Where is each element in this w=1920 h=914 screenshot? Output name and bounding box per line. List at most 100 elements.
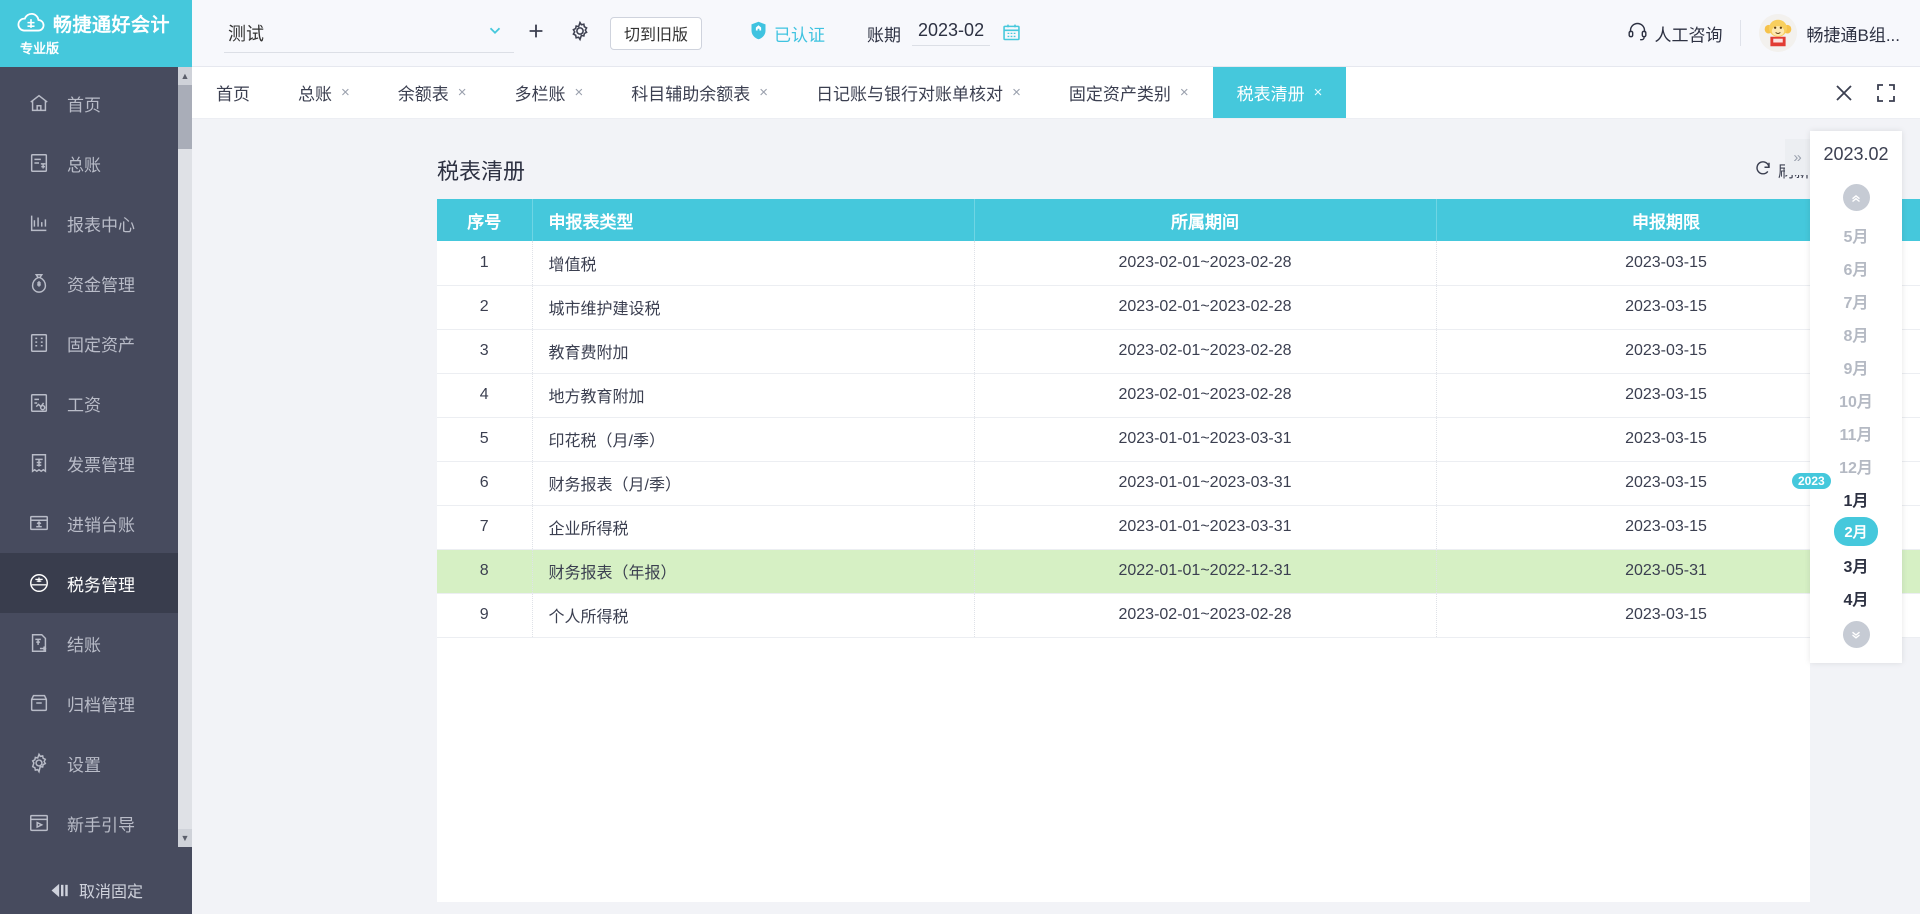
user-menu[interactable]: 畅捷通B组...: [1741, 14, 1900, 52]
tab-label: 税表清册: [1236, 85, 1305, 104]
sidebar-item-tax-management[interactable]: 税务管理: [0, 553, 192, 613]
sidebar-item-label: 归档管理: [67, 695, 135, 715]
table-header-row: 序号 申报表类型 所属期间 申报期限 操作: [437, 199, 1920, 241]
table-row[interactable]: 5 印花税（月/季） 2023-01-01~2023-03-31 2023-03…: [437, 417, 1920, 462]
month-item-2[interactable]: 2月: [1810, 515, 1902, 548]
sidebar: 畅捷通好会计 专业版 首页 总账: [0, 0, 192, 914]
tab-label: 科目辅助余额表: [631, 85, 751, 104]
home-icon: [28, 92, 50, 114]
sidebar-item-beginner-guide[interactable]: 新手引导: [0, 793, 192, 853]
cell-form-type: 增值税: [532, 241, 975, 286]
close-icon[interactable]: ×: [759, 84, 769, 101]
cell-period: 2023-01-01~2023-03-31: [974, 417, 1437, 462]
sidebar-item-home[interactable]: 首页: [0, 73, 192, 133]
cell-period: 2022-01-01~2022-12-31: [974, 549, 1437, 594]
table-row[interactable]: 1 增值税 2023-02-01~2023-02-28 2023-03-15: [437, 241, 1920, 286]
tab-home[interactable]: 首页: [192, 67, 274, 118]
cell-no: 1: [437, 241, 533, 286]
chevrons-up-icon[interactable]: [1842, 184, 1870, 211]
panel-header: 税表清册 刷新: [437, 141, 1810, 199]
table-row[interactable]: 8 财务报表（年报） 2022-01-01~2022-12-31 2023-05…: [437, 549, 1920, 594]
month-item-11[interactable]: 11月: [1810, 416, 1902, 449]
table-row[interactable]: 9 个人所得税 2023-02-01~2023-02-28 2023-03-15: [437, 593, 1920, 638]
period-selector[interactable]: 账期 2023-02: [867, 20, 1022, 46]
table-row[interactable]: 3 教育费附加 2023-02-01~2023-02-28 2023-03-15: [437, 329, 1920, 374]
chevrons-right-icon[interactable]: »: [1785, 139, 1810, 175]
tab-general-ledger[interactable]: 总账 ×: [274, 67, 374, 118]
verified-badge[interactable]: 已认证: [748, 20, 825, 46]
tab-label: 固定资产类别: [1068, 85, 1171, 104]
month-item-8[interactable]: 8月: [1810, 317, 1902, 350]
close-icon[interactable]: ×: [341, 84, 350, 101]
tab-balance-sheet[interactable]: 余额表 ×: [374, 67, 491, 118]
tab-fixed-asset-category[interactable]: 固定资产类别 ×: [1045, 67, 1213, 118]
table-row[interactable]: 2 城市维护建设税 2023-02-01~2023-02-28 2023-03-…: [437, 285, 1920, 330]
sidebar-pin-toggle[interactable]: 取消固定: [0, 866, 192, 914]
verified-label: 已认证: [774, 25, 826, 45]
month-item-12[interactable]: 12月: [1810, 449, 1902, 482]
sidebar-scroll-up-button[interactable]: ▲: [178, 67, 192, 85]
sidebar-item-archive-management[interactable]: 归档管理: [0, 673, 192, 733]
calendar-icon[interactable]: [1001, 22, 1022, 46]
sidebar-scroll-down-button[interactable]: ▼: [178, 829, 192, 847]
month-item-1[interactable]: 2023 1月: [1792, 473, 1902, 515]
cell-no: 3: [437, 329, 533, 374]
sidebar-item-purchase-sales-ledger[interactable]: 进销台账: [0, 493, 192, 553]
tax-form-list-panel: 税表清册 刷新 序号 申报表类型: [437, 141, 1920, 902]
sidebar-item-closing[interactable]: 结账: [0, 613, 192, 673]
settings-button[interactable]: [558, 11, 602, 55]
chevrons-down-icon[interactable]: [1842, 621, 1870, 648]
close-icon[interactable]: ×: [457, 84, 467, 101]
cell-period: 2023-01-01~2023-03-31: [974, 461, 1437, 506]
sidebar-item-payroll[interactable]: 工资: [0, 373, 192, 433]
tab-multi-column-ledger[interactable]: 多栏账 ×: [491, 67, 608, 118]
month-item-4[interactable]: 4月: [1810, 581, 1902, 614]
close-all-tabs-icon[interactable]: [1832, 81, 1856, 105]
month-item-10[interactable]: 10月: [1810, 383, 1902, 416]
sidebar-item-label: 报表中心: [67, 215, 135, 235]
sidebar-item-general-ledger[interactable]: 总账: [0, 133, 192, 193]
table-row[interactable]: 4 地方教育附加 2023-02-01~2023-02-28 2023-03-1…: [437, 373, 1920, 418]
cell-form-type: 企业所得税: [532, 505, 975, 550]
tab-journal-bank-reconciliation[interactable]: 日记账与银行对账单核对 ×: [792, 67, 1045, 118]
month-item-9[interactable]: 9月: [1810, 350, 1902, 383]
cell-form-type: 城市维护建设税: [532, 285, 975, 330]
switch-old-version-button[interactable]: 切到旧版: [610, 16, 703, 50]
chevron-down-icon: [486, 21, 504, 44]
month-item-5[interactable]: 5月: [1810, 218, 1902, 251]
fullscreen-icon[interactable]: [1874, 81, 1898, 105]
close-icon[interactable]: ×: [1313, 84, 1323, 101]
sidebar-scroll-thumb[interactable]: [178, 85, 192, 149]
month-picker: 2023.02 5月 6月 7月 8月 9月 10月 11月 12月 2023 …: [1792, 131, 1902, 663]
sidebar-item-settings[interactable]: 设置: [0, 733, 192, 793]
close-icon[interactable]: ×: [1179, 84, 1189, 101]
close-icon[interactable]: ×: [1012, 84, 1021, 101]
content-area: 税表清册 刷新 序号 申报表类型: [192, 119, 1920, 914]
consult-button[interactable]: 人工咨询: [1627, 20, 1742, 46]
month-item-6[interactable]: 6月: [1810, 251, 1902, 284]
settle-icon: [28, 632, 50, 654]
tab-tax-form-list[interactable]: 税表清册 ×: [1212, 67, 1347, 118]
sidebar-item-report-center[interactable]: 报表中心: [0, 193, 192, 253]
sidebar-scrollbar[interactable]: [178, 67, 192, 847]
sidebar-item-fixed-assets[interactable]: 固定资产: [0, 313, 192, 373]
table-row[interactable]: 6 财务报表（月/季） 2023-01-01~2023-03-31 2023-0…: [437, 461, 1920, 506]
sidebar-item-label: 发票管理: [67, 455, 135, 475]
tab-list: 首页 总账 × 余额表 × 多栏账 × 科目辅助余额表 ×: [192, 67, 1347, 118]
add-button[interactable]: [514, 11, 558, 55]
month-item-3[interactable]: 3月: [1810, 548, 1902, 581]
tab-subject-aux-balance[interactable]: 科目辅助余额表 ×: [607, 67, 792, 118]
close-icon[interactable]: ×: [574, 84, 584, 101]
sidebar-item-invoice-management[interactable]: 发票管理: [0, 433, 192, 493]
cell-no: 2: [437, 285, 533, 330]
month-item-7[interactable]: 7月: [1810, 284, 1902, 317]
user-name: 畅捷通B组...: [1806, 25, 1900, 45]
gear-icon: [569, 20, 591, 47]
cell-form-type: 教育费附加: [532, 329, 975, 374]
table-row[interactable]: 7 企业所得税 2023-01-01~2023-03-31 2023-03-15: [437, 505, 1920, 550]
account-set-select[interactable]: 测试: [224, 13, 514, 53]
sidebar-item-fund-management[interactable]: 资金管理: [0, 253, 192, 313]
sidebar-nav: 首页 总账 报表中心 资金管理: [0, 67, 192, 914]
headset-icon: [1627, 20, 1648, 46]
